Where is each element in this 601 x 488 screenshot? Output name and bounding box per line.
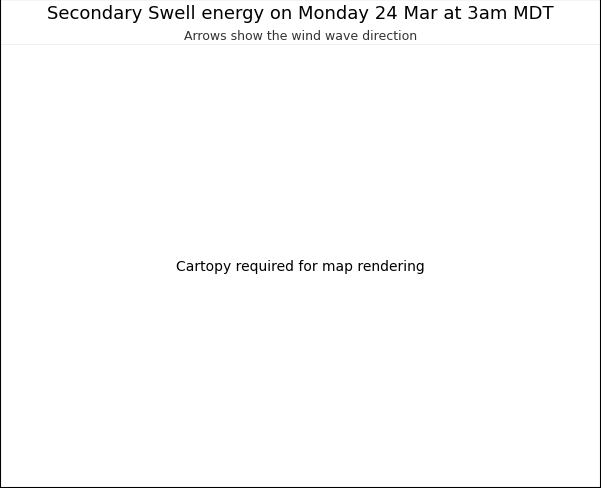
Text: Secondary Swell energy on Monday 24 Mar at 3am MDT: Secondary Swell energy on Monday 24 Mar … (47, 5, 554, 23)
Text: Arrows show the wind wave direction: Arrows show the wind wave direction (184, 30, 417, 43)
Text: Cartopy required for map rendering: Cartopy required for map rendering (176, 260, 425, 274)
